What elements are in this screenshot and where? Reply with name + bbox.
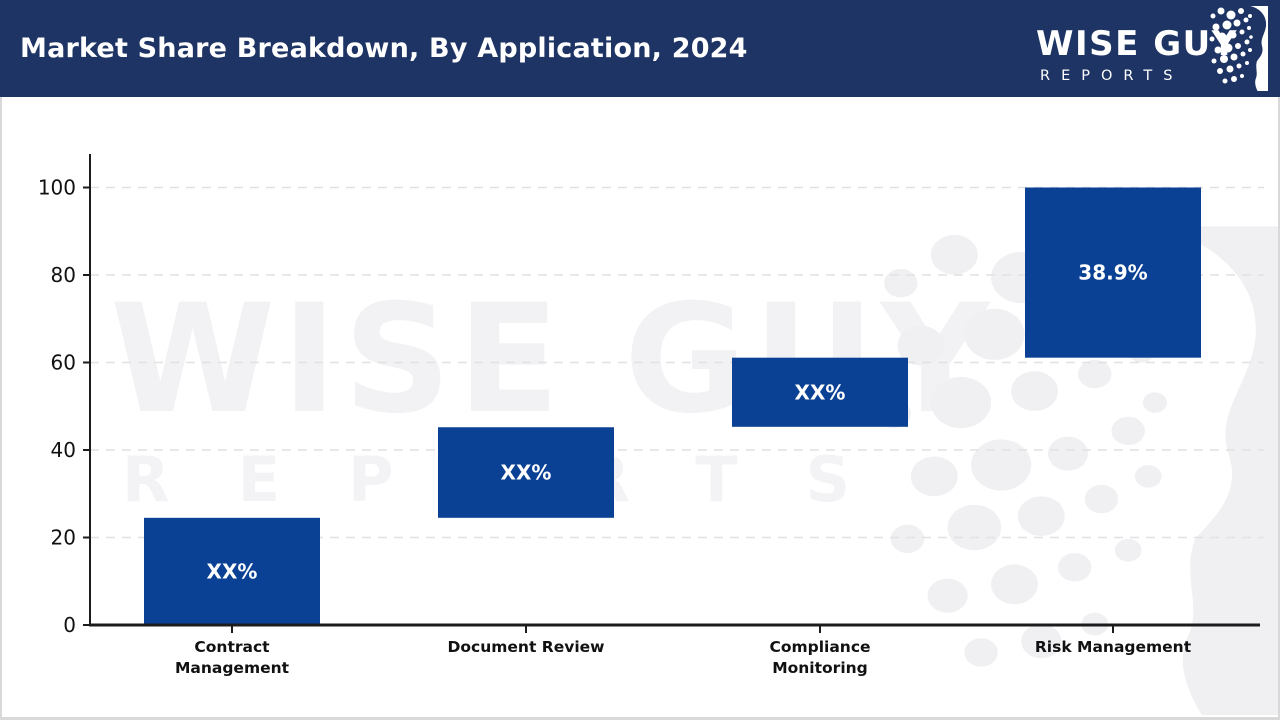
- chart-area: WISE GUY REPORTS 020406080100XX%XX%XX%38…: [0, 97, 1280, 720]
- wise-guy-reports-logo: WISE GUY REPORTS: [1036, 3, 1270, 95]
- page-title: Market Share Breakdown, By Application, …: [20, 33, 748, 64]
- y-tick-label: 100: [38, 176, 76, 200]
- bar-value-label: XX%: [795, 380, 846, 404]
- bar-segment: [438, 427, 614, 518]
- y-tick-label: 0: [63, 613, 76, 637]
- bar-value-label: 38.9%: [1078, 261, 1147, 285]
- y-tick-label: 80: [51, 263, 76, 287]
- waterfall-chart: 0 20 40 60 80 100 XX% XX% XX% 38.9%: [38, 154, 1264, 637]
- header-bar: Market Share Breakdown, By Application, …: [0, 0, 1280, 97]
- bar-value-label: XX%: [207, 559, 258, 583]
- y-tick-label: 40: [51, 438, 76, 462]
- logo-wordmark: WISE GUY: [1036, 24, 1238, 64]
- wiseguy-face-icon: [1209, 5, 1270, 92]
- y-tick-label: 20: [51, 526, 76, 550]
- bar-segment: [144, 517, 320, 625]
- logo-subtext: REPORTS: [1040, 68, 1183, 84]
- bar-value-label: XX%: [501, 461, 552, 485]
- y-tick-label: 60: [51, 351, 76, 375]
